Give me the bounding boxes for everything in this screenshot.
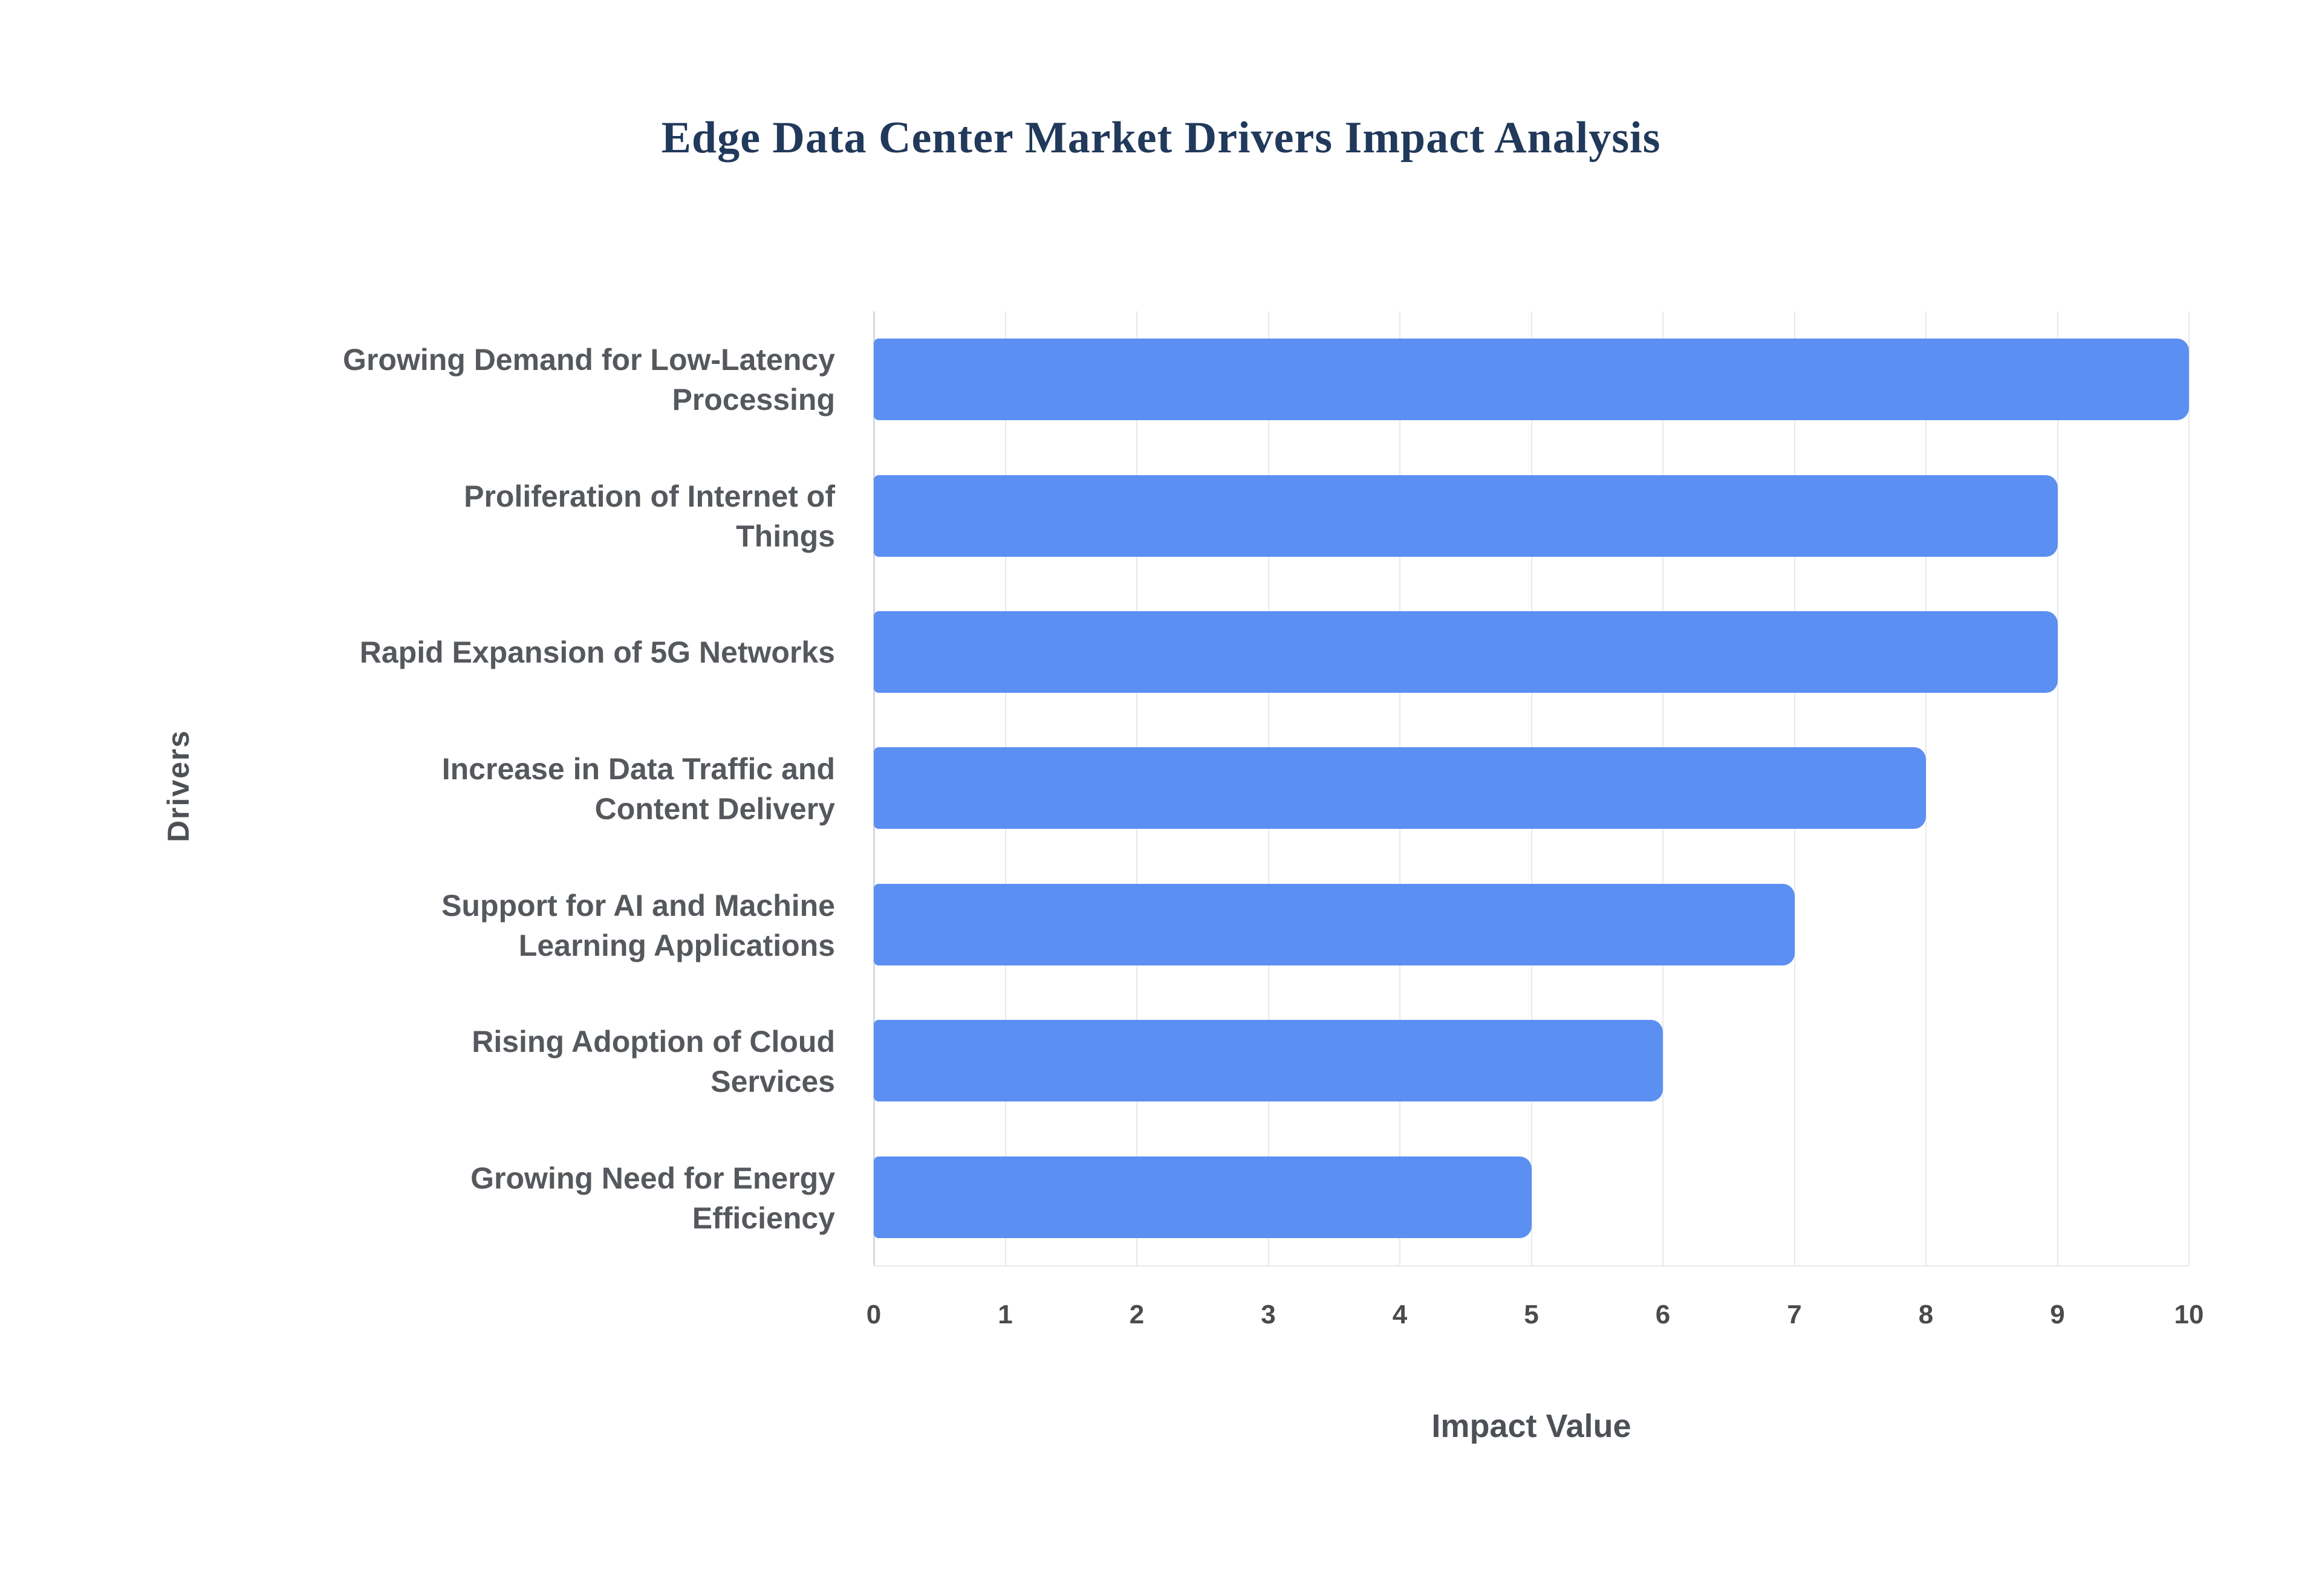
category-label: Rising Adoption of Cloud Services	[218, 994, 856, 1130]
category-label-line: Services	[711, 1065, 835, 1099]
category-label-line: Rapid Expansion of 5G Networks	[359, 635, 835, 670]
category-label-line: Rising Adoption of Cloud	[472, 1025, 835, 1059]
x-tick-label-10: 10	[2174, 1300, 2204, 1329]
bar-3	[874, 611, 2058, 693]
bar-row	[874, 447, 2189, 583]
category-label-line: Content Delivery	[594, 792, 835, 826]
x-tick-label-3: 3	[1261, 1300, 1276, 1329]
bar-row	[874, 720, 2189, 856]
x-tick-label-1: 1	[998, 1300, 1013, 1329]
bar-1	[874, 339, 2189, 421]
bar-7	[874, 1156, 1532, 1238]
category-label-line: Proliferation of Internet of	[464, 479, 835, 513]
bar-row	[874, 311, 2189, 447]
bar-row	[874, 993, 2189, 1129]
x-tick-label-6: 6	[1655, 1300, 1671, 1329]
category-label: Rapid Expansion of 5G Networks	[218, 584, 856, 721]
x-tick-label-4: 4	[1392, 1300, 1408, 1329]
category-label: Support for AI and Machine Learning Appli…	[218, 857, 856, 994]
plot-area	[873, 311, 2190, 1267]
y-axis-title: Drivers	[161, 729, 195, 843]
category-label-line: Support for AI and Machine	[441, 888, 835, 923]
category-label-line: Things	[736, 519, 835, 553]
gridline-10	[2188, 311, 2190, 1265]
category-label-line: Increase in Data Traffic and	[441, 752, 835, 787]
category-label-line: Processing	[672, 382, 835, 417]
x-tick-label-8: 8	[1918, 1300, 1934, 1329]
bars-layer	[874, 311, 2189, 1265]
bar-row	[874, 1129, 2189, 1265]
x-tick-label-7: 7	[1787, 1300, 1802, 1329]
x-tick-label-5: 5	[1524, 1300, 1539, 1329]
x-tick-label-2: 2	[1129, 1300, 1145, 1329]
category-label: Increase in Data Traffic and Content Deli…	[218, 721, 856, 857]
bar-6	[874, 1020, 1663, 1102]
category-label: Growing Need for Energy Efficiency	[218, 1130, 856, 1267]
category-label: Proliferation of Internet of Things	[218, 448, 856, 585]
category-label: Growing Demand for Low-Latency Processing	[218, 311, 856, 448]
bar-5	[874, 883, 1795, 965]
bar-row	[874, 857, 2189, 993]
chart-title: Edge Data Center Market Drivers Impact A…	[661, 113, 1661, 163]
category-label-line: Growing Need for Energy	[470, 1161, 835, 1196]
gridline-8	[1925, 311, 1927, 1265]
x-axis-title: Impact Value	[1431, 1408, 1631, 1444]
x-tick-label-0: 0	[866, 1300, 882, 1329]
x-tick-label-9: 9	[2050, 1300, 2065, 1329]
category-label-line: Learning Applications	[518, 928, 835, 962]
bar-row	[874, 584, 2189, 720]
bar-4	[874, 747, 1926, 829]
gridline-9	[2057, 311, 2058, 1265]
category-label-line: Growing Demand for Low-Latency	[343, 342, 835, 377]
category-labels: Growing Demand for Low-Latency Processing…	[218, 311, 856, 1267]
category-label-line: Efficiency	[692, 1201, 835, 1236]
bar-2	[874, 475, 2058, 557]
